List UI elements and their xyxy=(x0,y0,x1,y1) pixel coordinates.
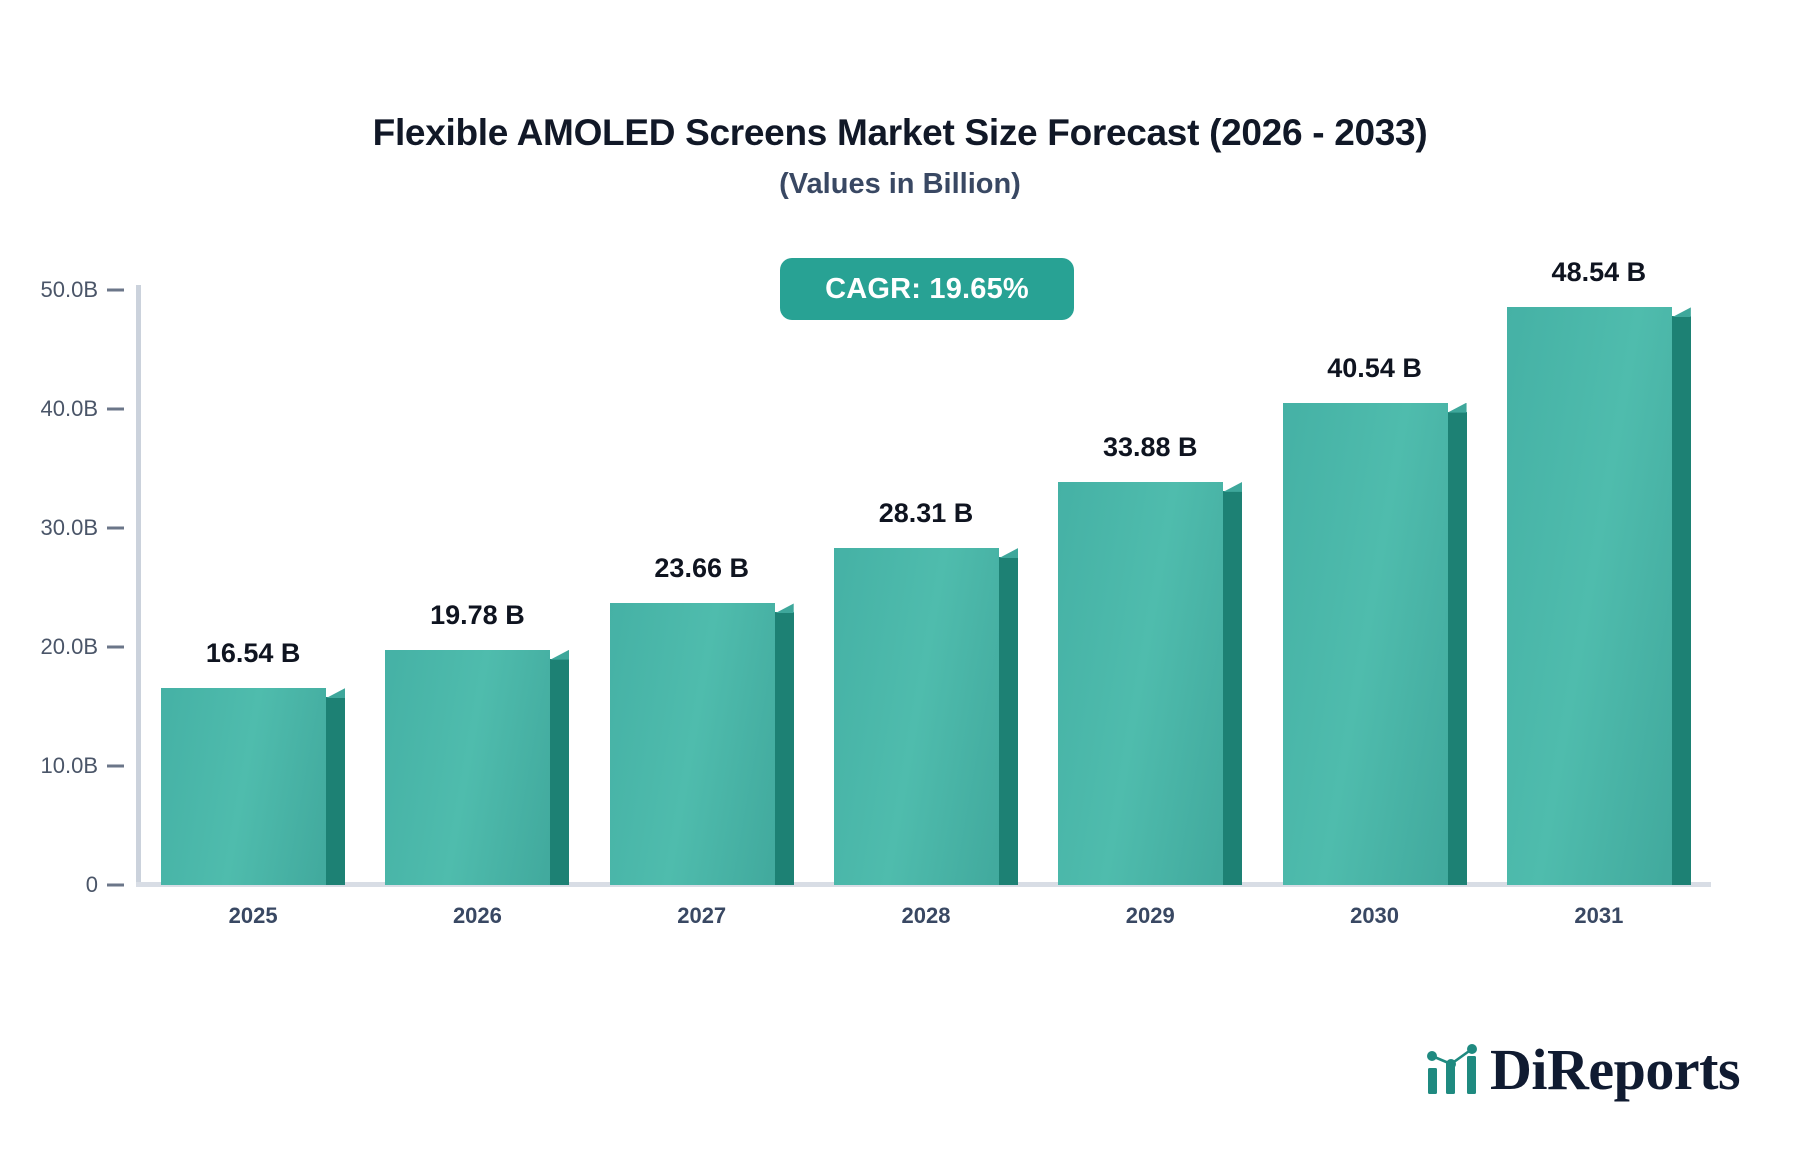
x-axis-tick-label: 2025 xyxy=(228,903,278,928)
bar-side-face xyxy=(1223,490,1243,885)
direports-logo: DiReports xyxy=(1424,1032,1741,1108)
bar-value-label: 16.54 B xyxy=(205,638,301,669)
bar-side-face xyxy=(774,612,794,885)
bar[interactable] xyxy=(834,548,1018,885)
bar-front-face xyxy=(1058,481,1224,885)
cagr-badge: CAGR: 19.65% xyxy=(780,258,1074,320)
bar-chart-logo-icon xyxy=(1424,1040,1484,1101)
cagr-badge-label: CAGR: 19.65% xyxy=(825,272,1029,305)
y-axis-tick-label: 10.0B xyxy=(40,753,99,778)
bar-top-face xyxy=(774,603,794,614)
bar-side-face xyxy=(550,658,570,885)
bar[interactable] xyxy=(1058,481,1243,885)
y-axis-tick-mark xyxy=(107,645,124,649)
y-axis-tick-mark xyxy=(107,407,124,411)
x-axis-tick-label: 2028 xyxy=(901,903,951,928)
bar-value-label: 40.54 B xyxy=(1327,352,1422,383)
bar[interactable] xyxy=(1506,307,1691,885)
x-axis-tick-label: 2026 xyxy=(452,903,502,928)
bar-value-label: 28.31 B xyxy=(878,498,974,529)
bar-value-label: 33.88 B xyxy=(1102,431,1198,462)
bar[interactable] xyxy=(161,688,346,885)
bar[interactable] xyxy=(1282,402,1467,885)
bar-side-face xyxy=(999,557,1018,885)
bar-front-face xyxy=(161,688,327,885)
x-axis-tick-label: 2031 xyxy=(1574,903,1624,928)
y-axis-tick-label: 20.0B xyxy=(40,634,99,659)
x-axis-tick-label: 2030 xyxy=(1350,903,1400,928)
bar-top-face xyxy=(1447,402,1467,413)
chart-subtitle: (Values in Billion) xyxy=(779,168,1021,200)
bar[interactable] xyxy=(609,603,794,885)
bar-front-face xyxy=(1506,307,1672,885)
bar-side-face xyxy=(1671,316,1691,885)
bar-top-face xyxy=(326,688,346,699)
bar-front-face xyxy=(834,548,999,885)
bar-top-face xyxy=(1671,307,1691,318)
y-axis-tick-mark xyxy=(107,883,124,887)
x-axis-tick-label: 2027 xyxy=(677,903,727,928)
bar-value-label: 19.78 B xyxy=(430,599,525,630)
y-axis-tick-mark xyxy=(107,764,124,768)
logo-wordmark: DiReports xyxy=(1490,1037,1741,1102)
y-axis-tick-mark xyxy=(107,288,124,292)
bar-side-face xyxy=(326,697,346,885)
y-axis-tick-label: 0 xyxy=(85,872,98,897)
y-axis-tick-mark xyxy=(107,526,124,530)
y-axis-line xyxy=(136,285,141,885)
bar[interactable] xyxy=(385,649,570,885)
y-axis-tick-label: 50.0B xyxy=(40,277,99,302)
bar-front-face xyxy=(1282,402,1448,885)
bar-front-face xyxy=(609,603,775,885)
bar-front-face xyxy=(385,649,551,885)
bar-top-face xyxy=(1223,481,1243,492)
y-axis-tick-label: 30.0B xyxy=(40,515,99,540)
chart-title: Flexible AMOLED Screens Market Size Fore… xyxy=(372,112,1428,153)
bar-top-face xyxy=(550,649,570,660)
bar-side-face xyxy=(1447,411,1467,885)
x-axis-tick-label: 2029 xyxy=(1125,903,1175,928)
bar-value-label: 23.66 B xyxy=(654,553,749,584)
y-axis-tick-label: 40.0B xyxy=(40,396,99,421)
bar-top-face xyxy=(999,548,1018,559)
bar-value-label: 48.54 B xyxy=(1551,257,1647,288)
